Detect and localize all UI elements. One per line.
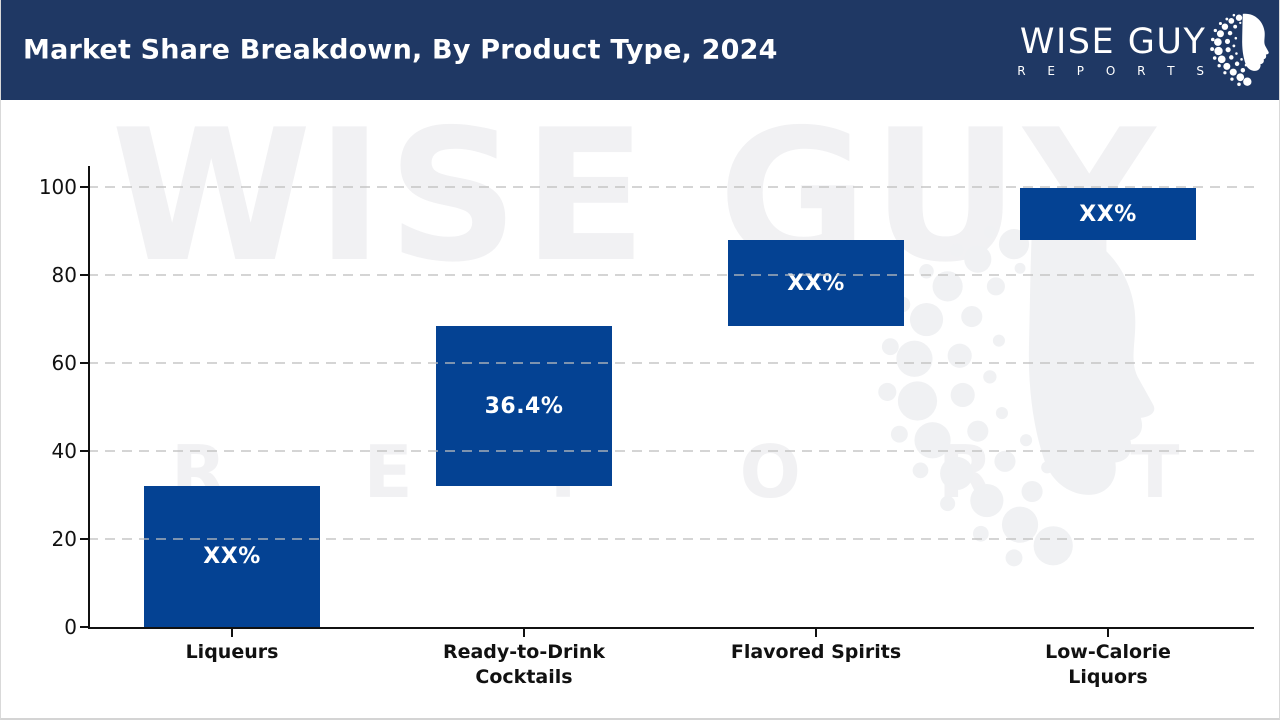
category-label: Liqueurs	[185, 641, 279, 663]
y-axis-tick-label: 40	[51, 439, 77, 463]
x-axis-tick-mark	[1107, 629, 1109, 637]
y-axis-tick-mark	[80, 186, 88, 188]
bar-value-label: 36.4%	[484, 393, 564, 419]
bar-ready-to-drink-cocktails: 36.4%	[436, 326, 612, 487]
y-axis-tick-label: 20	[51, 527, 77, 551]
bar-liqueurs: XX%	[144, 486, 320, 627]
brand-logo: WISE GUY R E P O R T S	[1013, 7, 1271, 95]
category-label: Flavored Spirits	[730, 641, 902, 663]
gridline-y80	[88, 274, 1254, 276]
y-axis-tick-label: 60	[51, 351, 77, 375]
gridline-y100	[88, 186, 1254, 188]
category-label: Low-Calorie Liquors	[1045, 641, 1171, 688]
y-axis-tick-mark	[80, 274, 88, 276]
chart-title: Market Share Breakdown, By Product Type,…	[23, 34, 778, 66]
brand-logo-text: WISE GUY R E P O R T S	[1013, 21, 1213, 78]
bar-value-label: XX%	[1079, 201, 1137, 227]
x-axis-tick-mark	[815, 629, 817, 637]
category-label: Ready-to-Drink Cocktails	[442, 641, 606, 688]
y-axis-line	[88, 166, 90, 629]
x-axis-tick-mark	[231, 629, 233, 637]
y-axis-tick-label: 0	[64, 615, 77, 639]
gridline-y40	[88, 450, 1254, 452]
bar-value-label: XX%	[203, 544, 261, 570]
gridline-y20	[88, 538, 1254, 540]
x-axis-tick-mark	[523, 629, 525, 637]
brand-subname: R E P O R T S	[1017, 63, 1213, 78]
y-axis-tick-mark	[80, 626, 88, 628]
gridline-y60	[88, 362, 1254, 364]
y-axis-tick-mark	[80, 538, 88, 540]
bar-flavored-spirits: XX%	[728, 240, 904, 327]
bar-low-calorie-liquors: XX%	[1020, 187, 1196, 241]
brand-name: WISE GUY	[1019, 21, 1207, 62]
y-axis-tick-mark	[80, 362, 88, 364]
y-axis-tick-mark	[80, 450, 88, 452]
y-axis-tick-label: 80	[51, 263, 77, 287]
y-axis-tick-label: 100	[38, 175, 77, 199]
x-axis-line	[88, 627, 1254, 629]
head-profile-icon	[1207, 10, 1271, 92]
header-band: Market Share Breakdown, By Product Type,…	[1, 0, 1279, 100]
